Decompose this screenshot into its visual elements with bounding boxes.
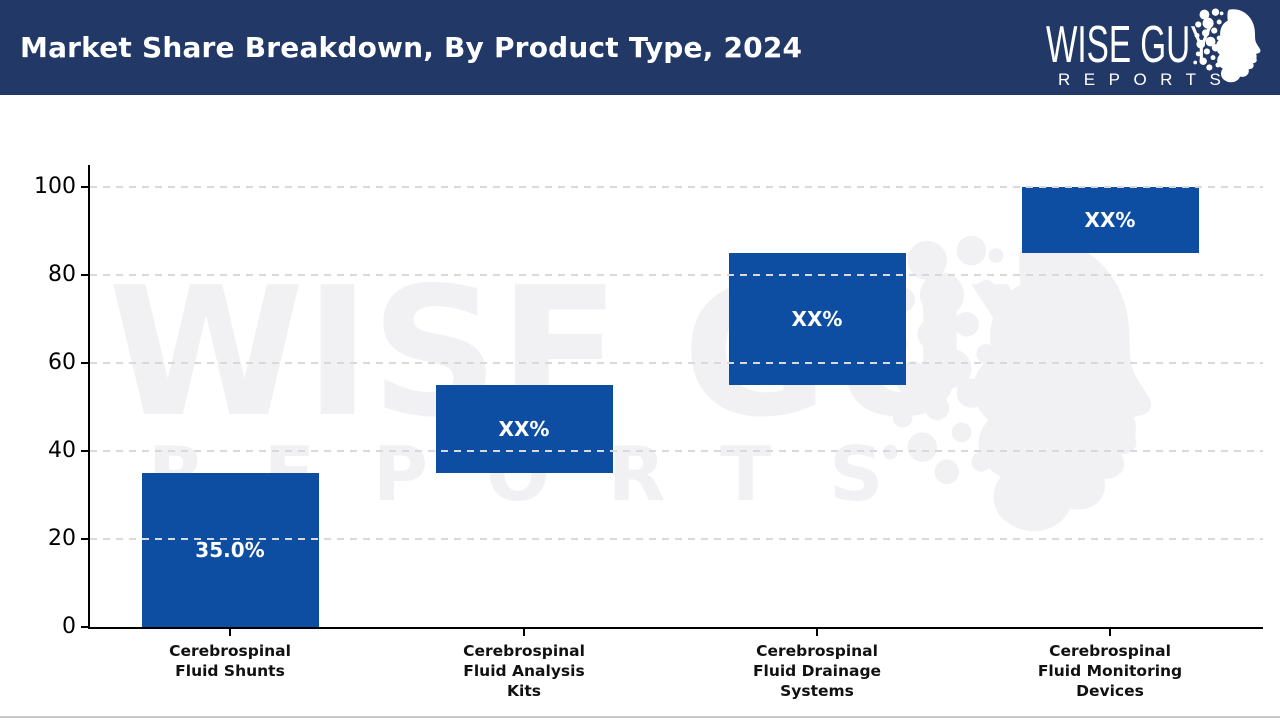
y-tick-100 [81,186,88,188]
x-tick-1 [229,629,231,636]
gridline-60 [90,362,1263,364]
header-bar: Market Share Breakdown, By Product Type,… [0,0,1280,95]
y-tick-label-0: 0 [62,614,76,639]
x-category-label-line: Systems [780,682,854,700]
x-category-label-line: Fluid Shunts [175,662,285,680]
x-axis-line [88,627,1263,629]
x-category-label-3: Cerebrospinal Fluid Drainage Systems [707,641,927,701]
x-category-label-line: Cerebrospinal [756,642,878,660]
gridline-100 [90,186,1263,188]
y-tick-label-100: 100 [34,174,76,199]
x-category-label-line: Devices [1076,682,1144,700]
gridline-40 [90,450,1263,452]
x-category-label-line: Fluid Monitoring [1037,662,1183,680]
x-category-label-line: Kits [507,682,541,700]
bar-value-label-2: XX% [498,417,550,441]
x-category-label-line: Fluid Drainage [752,662,882,680]
gridline-20 [90,538,1263,540]
x-category-label-line: Cerebrospinal [169,642,291,660]
y-tick-60 [81,362,88,364]
bar-segment-2 [435,385,613,473]
y-tick-label-20: 20 [48,526,76,551]
gridline-80 [90,274,1263,276]
y-tick-40 [81,450,88,452]
bar-value-label-1: 35.0% [195,538,265,562]
x-category-label-line: Cerebrospinal [463,642,585,660]
y-tick-80 [81,274,88,276]
y-tick-0 [81,626,88,628]
x-category-label-line: Cerebrospinal [1049,642,1171,660]
y-tick-label-80: 80 [48,262,76,287]
y-tick-20 [81,538,88,540]
x-category-label-1: Cerebrospinal Fluid Shunts [120,641,340,681]
y-tick-label-60: 60 [48,350,76,375]
brand-wordmark-line2: REPORTS [1058,70,1235,89]
x-tick-3 [816,629,818,636]
footer-divider [0,716,1280,718]
x-category-label-2: Cerebrospinal Fluid Analysis Kits [414,641,634,701]
x-category-label-line: Fluid Analysis [463,662,585,680]
bar-segment-4 [1021,187,1199,253]
brand-wordmark: WISE GUY REPORTS [1046,16,1280,90]
bar-value-label-4: XX% [1084,208,1136,232]
x-category-label-4: Cerebrospinal Fluid Monitoring Devices [1000,641,1220,701]
y-tick-label-40: 40 [48,438,76,463]
brand-wordmark-line1: WISE GUY [1046,16,1213,74]
bar-segment-1 [141,473,319,627]
bar-value-label-3: XX% [791,307,843,331]
x-tick-2 [523,629,525,636]
brand-logo: WISE GUY REPORTS [1012,4,1274,92]
y-axis-line [88,165,90,629]
page-title: Market Share Breakdown, By Product Type,… [20,31,803,64]
x-tick-4 [1109,629,1111,636]
